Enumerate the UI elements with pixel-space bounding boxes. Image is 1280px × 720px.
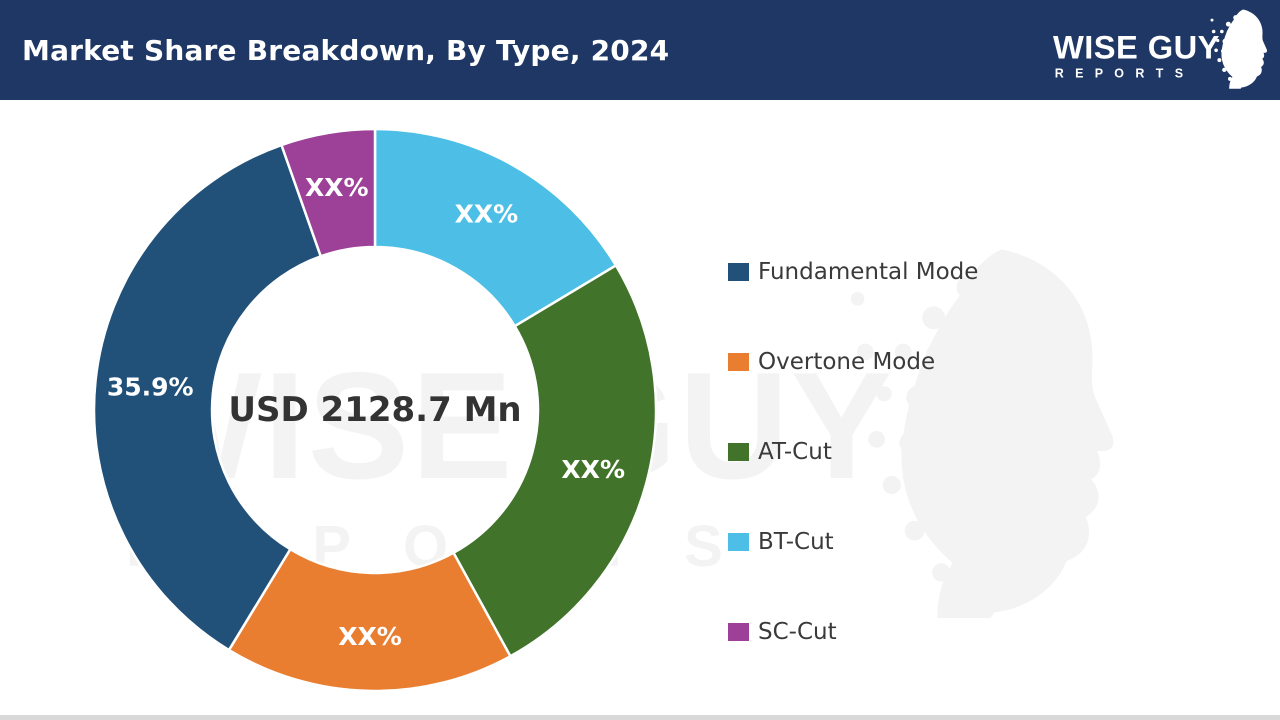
- watermark-wordmark: WISE GUY: [118, 341, 894, 511]
- legend-item-overtone-mode: Overtone Mode: [728, 349, 978, 375]
- slice-label-at-cut: XX%: [561, 455, 625, 484]
- legend-swatch-overtone-mode: [728, 353, 749, 371]
- page-title: Market Share Breakdown, By Type, 2024: [22, 33, 670, 67]
- logo-subtext: R E P O R T S: [1055, 67, 1187, 81]
- logo-wordmark: WISE GUY: [1053, 29, 1220, 66]
- header: Market Share Breakdown, By Type, 2024 WI…: [0, 0, 1280, 100]
- legend-swatch-fundamental-mode: [728, 263, 749, 281]
- donut-chart: XX% XX% XX% 35.9% XX% USD 2128.7 Mn: [90, 125, 660, 695]
- center-value: USD 2128.7 Mn: [228, 390, 522, 430]
- legend-item-fundamental-mode: Fundamental Mode: [728, 259, 979, 285]
- donut-svg: XX% XX% XX% 35.9% XX%: [92, 127, 658, 693]
- slice-sc-cut: [280, 127, 377, 258]
- legend-label: Overtone Mode: [758, 349, 936, 375]
- legend-item-bt-cut: BT-Cut: [728, 529, 978, 555]
- wise-guy-reports-logo: WISE GUY R E P O R T S: [1053, 9, 1268, 89]
- legend-item-at-cut: AT-Cut: [728, 439, 978, 465]
- legend-swatch-at-cut: [728, 443, 749, 461]
- legend-label: SC-Cut: [758, 619, 837, 645]
- slice-bt-cut: [373, 127, 618, 328]
- slice-overtone-mode: [227, 547, 512, 693]
- legend: Fundamental Mode Overtone Mode AT-Cut BT…: [728, 261, 978, 711]
- legend-label: BT-Cut: [758, 529, 834, 555]
- legend-swatch-sc-cut: [728, 623, 749, 641]
- slice-label-sc-cut: XX%: [305, 173, 369, 202]
- slice-fundamental-mode: [92, 143, 323, 652]
- legend-swatch-bt-cut: [728, 533, 749, 551]
- footer-bar: [0, 715, 1280, 720]
- slice-at-cut: [452, 264, 658, 658]
- slice-label-bt-cut: XX%: [455, 199, 519, 228]
- legend-label: Fundamental Mode: [758, 259, 979, 285]
- legend-label: AT-Cut: [758, 439, 832, 465]
- slice-label-fundamental-mode: 35.9%: [107, 373, 194, 402]
- slice-label-overtone-mode: XX%: [338, 622, 402, 651]
- legend-item-sc-cut: SC-Cut: [728, 619, 978, 645]
